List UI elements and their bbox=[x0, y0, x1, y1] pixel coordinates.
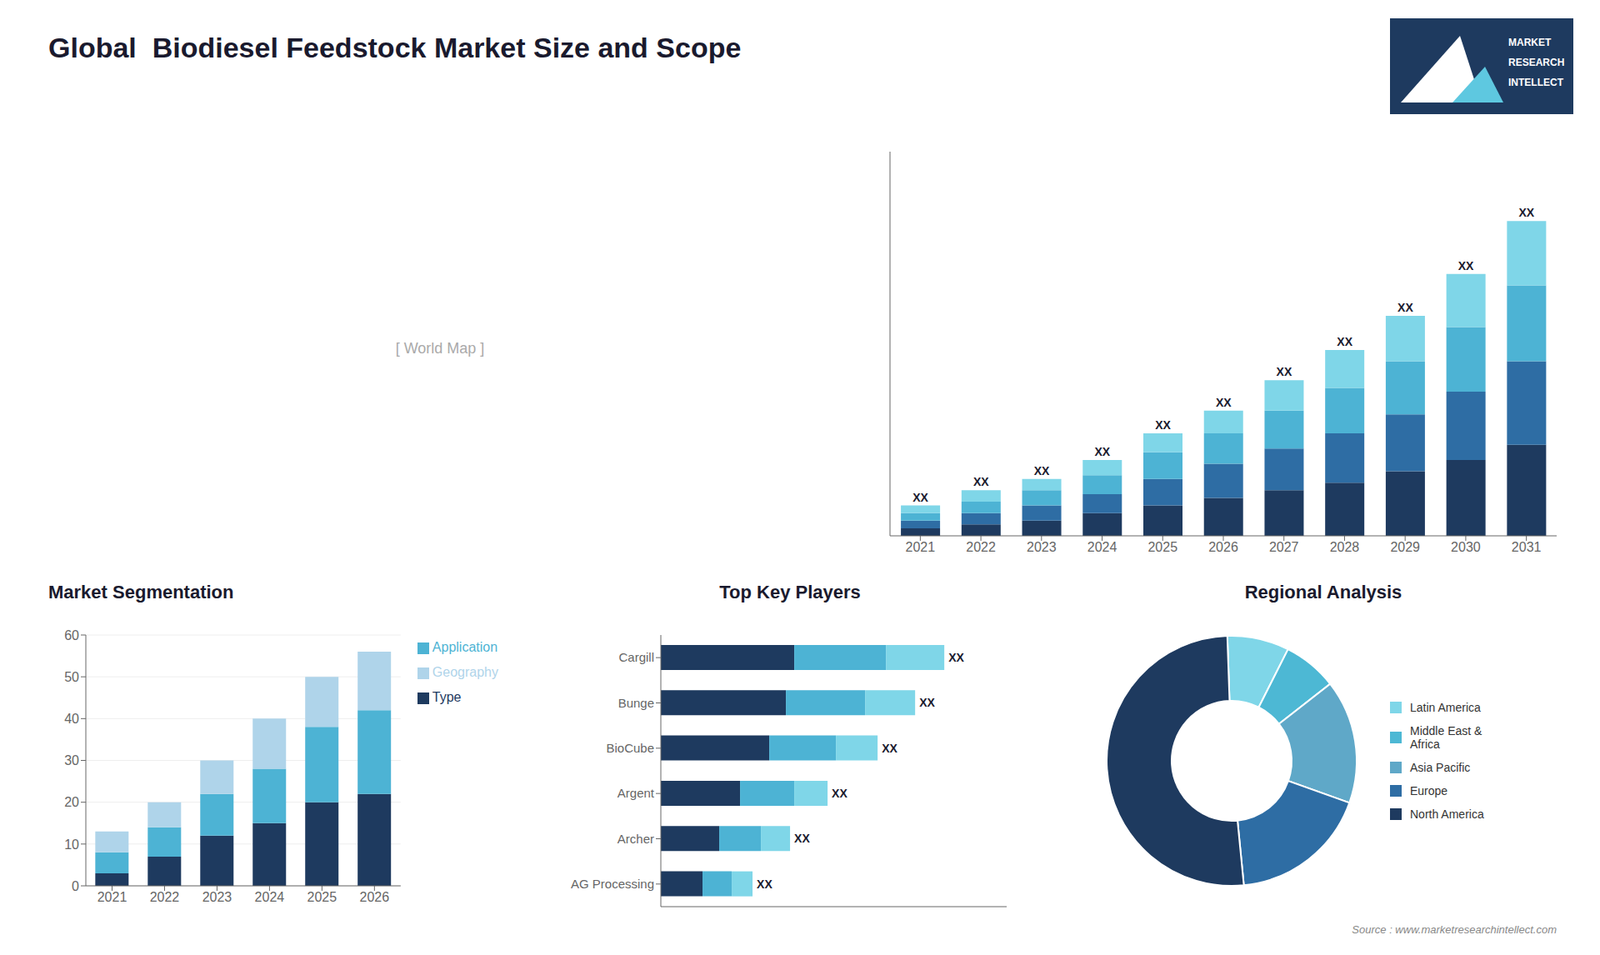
svg-text:2025: 2025 bbox=[307, 890, 338, 905]
html-text:Top Key Players: Top Key Players bbox=[719, 581, 861, 603]
svg-text:30: 30 bbox=[64, 753, 80, 768]
svg-text:XX: XX bbox=[973, 475, 990, 489]
html-text:Type: Type bbox=[432, 690, 462, 705]
html-text:Geography: Geography bbox=[432, 665, 499, 680]
svg-text:Archer: Archer bbox=[617, 831, 655, 846]
svg-text:Bunge: Bunge bbox=[618, 695, 655, 710]
html-text:Europe: Europe bbox=[1410, 784, 1448, 798]
html-text:MARKET: MARKET bbox=[1508, 36, 1552, 49]
svg-text:2021: 2021 bbox=[97, 890, 128, 905]
html-text:Market Segmentation: Market Segmentation bbox=[48, 581, 234, 603]
html-text:North America: North America bbox=[1410, 807, 1484, 821]
svg-text:XX: XX bbox=[948, 650, 965, 665]
html-text:Source : www.marketresearchint: Source : www.marketresearchintellect.com bbox=[1351, 923, 1557, 936]
svg-text:XX: XX bbox=[756, 877, 773, 891]
svg-text:XX: XX bbox=[1397, 300, 1414, 315]
svg-text:XX: XX bbox=[1034, 464, 1050, 478]
svg-text:Cargill: Cargill bbox=[618, 650, 655, 665]
svg-text:2028: 2028 bbox=[1330, 540, 1360, 555]
html-text:Global Biodiesel Feedstock Mar: Global Biodiesel Feedstock Market Size a… bbox=[48, 31, 742, 64]
svg-text:60: 60 bbox=[64, 628, 80, 643]
svg-text:2026: 2026 bbox=[1208, 540, 1239, 555]
html-text:Asia Pacific: Asia Pacific bbox=[1410, 760, 1471, 775]
svg-text:20: 20 bbox=[64, 795, 80, 810]
svg-text:XX: XX bbox=[831, 786, 848, 800]
svg-text:XX: XX bbox=[1215, 395, 1232, 410]
html-text:RESEARCH: RESEARCH bbox=[1508, 56, 1565, 69]
svg-text:2029: 2029 bbox=[1390, 540, 1420, 555]
html-text:[ World Map ]: [ World Map ] bbox=[395, 339, 485, 357]
svg-text:2022: 2022 bbox=[150, 890, 180, 905]
html-text:Regional Analysis: Regional Analysis bbox=[1244, 581, 1402, 603]
svg-text:2024: 2024 bbox=[255, 890, 285, 905]
html-text:Middle East & Africa: Middle East & Africa bbox=[1410, 724, 1482, 751]
svg-text:10: 10 bbox=[64, 837, 80, 852]
svg-text:XX: XX bbox=[1276, 365, 1293, 379]
svg-text:40: 40 bbox=[64, 711, 80, 726]
svg-text:XX: XX bbox=[919, 695, 935, 710]
svg-text:2025: 2025 bbox=[1147, 540, 1178, 555]
html-text:INTELLECT: INTELLECT bbox=[1508, 76, 1564, 89]
svg-text:2027: 2027 bbox=[1269, 540, 1300, 555]
svg-text:2024: 2024 bbox=[1087, 540, 1118, 555]
svg-text:2023: 2023 bbox=[1026, 540, 1057, 555]
svg-text:XX: XX bbox=[1155, 418, 1171, 432]
svg-text:XX: XX bbox=[912, 490, 929, 505]
html-text:Latin America: Latin America bbox=[1410, 700, 1481, 715]
svg-text:XX: XX bbox=[881, 741, 898, 755]
svg-text:XX: XX bbox=[1336, 335, 1353, 349]
svg-text:2031: 2031 bbox=[1511, 540, 1542, 555]
svg-text:2030: 2030 bbox=[1450, 540, 1481, 555]
svg-text:Argent: Argent bbox=[617, 785, 655, 800]
svg-text:50: 50 bbox=[64, 670, 80, 685]
svg-text:BioCube: BioCube bbox=[605, 740, 655, 755]
svg-text:2023: 2023 bbox=[202, 890, 233, 905]
svg-text:AG Processing: AG Processing bbox=[570, 876, 655, 891]
svg-text:2022: 2022 bbox=[965, 540, 996, 555]
svg-text:XX: XX bbox=[1458, 259, 1475, 273]
svg-text:XX: XX bbox=[1519, 205, 1535, 220]
svg-text:0: 0 bbox=[71, 879, 80, 894]
svg-text:2021: 2021 bbox=[905, 540, 936, 555]
svg-text:XX: XX bbox=[794, 831, 810, 845]
svg-text:2026: 2026 bbox=[360, 890, 390, 905]
html-text:Application: Application bbox=[432, 640, 498, 655]
svg-text:XX: XX bbox=[1094, 445, 1110, 459]
